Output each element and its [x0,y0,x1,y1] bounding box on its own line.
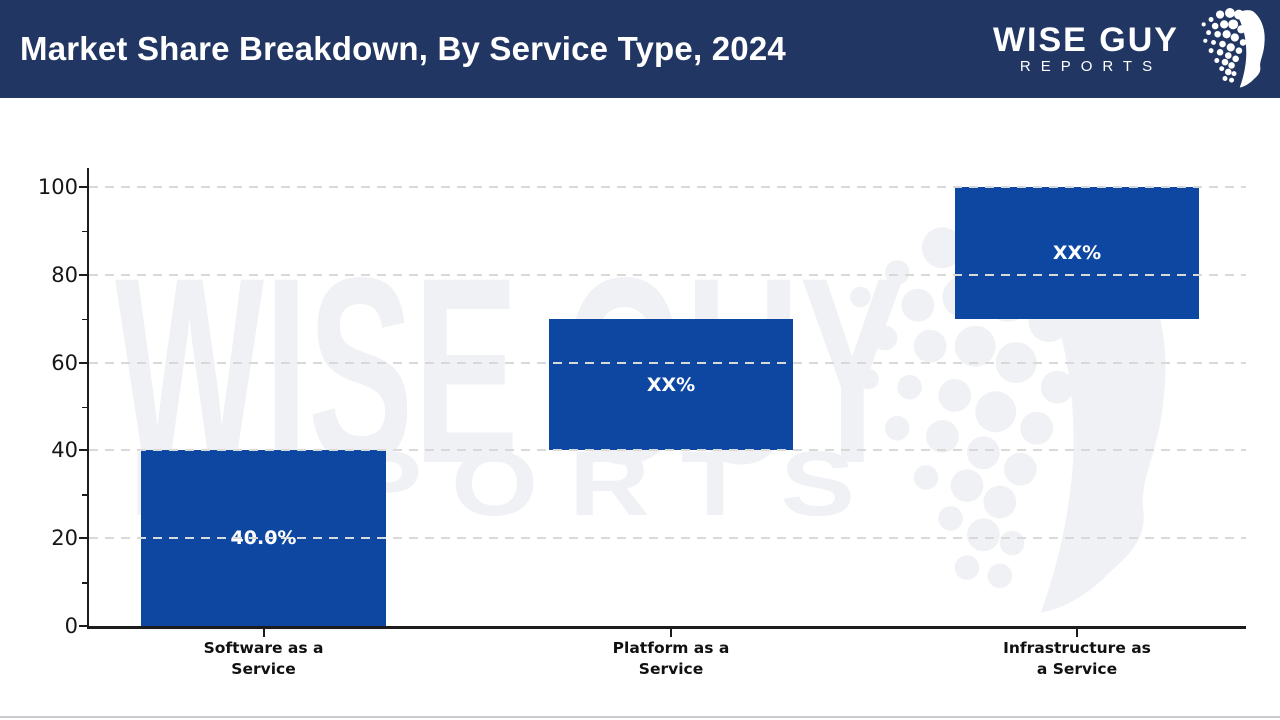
x-category-label: Infrastructure as a Service [957,638,1197,680]
gridline [89,537,1246,540]
logo-wordmark-sub: REPORTS [1019,58,1163,75]
y-tick-label: 20 [51,526,78,551]
y-minor-tick-mark [82,582,87,584]
x-category-label-line: Service [231,660,296,678]
x-tick-mark [670,628,672,637]
logo-face-icon [1201,8,1265,88]
y-tick-mark [79,186,87,188]
bottom-border [0,716,1280,718]
y-minor-tick-mark [82,494,87,496]
gridline [89,186,1246,188]
y-tick-label: 100 [37,175,78,199]
gridline [89,361,1246,364]
x-axis-line [87,626,1246,629]
y-tick-mark [79,361,87,364]
x-category-label: Platform as a Service [551,638,791,680]
x-category-label-line: a Service [1036,660,1118,678]
header-bar: Market Share Breakdown, By Service Type,… [0,0,1280,98]
bar: XX% [955,187,1199,319]
gridline [89,273,1246,276]
bar-value-label: XX% [646,373,696,396]
y-tick-mark [79,537,87,540]
y-axis-line [87,168,89,628]
x-tick-mark [1076,628,1078,637]
logo-wordmark-main: WISE GUY [992,21,1179,59]
x-category-label: Software as a Service [144,638,384,680]
x-category-label-line: Platform as a [612,639,730,657]
bar: XX% [549,318,793,451]
y-tick-mark [79,449,87,452]
x-category-label-line: Software as a [203,639,324,657]
y-tick-label: 0 [64,614,78,638]
y-tick-label: 80 [51,262,78,287]
page-title: Market Share Breakdown, By Service Type,… [20,30,786,67]
chart-area: WISE GUY R E P O R T S 40.0% XX% XX% 0 20 40 6… [0,98,1280,718]
y-tick-label: 40 [51,438,78,463]
logo-wordmark: WISE GUY REPORTS [993,22,1179,76]
y-minor-tick-mark [82,230,87,233]
x-category-label-line: Infrastructure as [1003,639,1151,657]
y-tick-mark [79,625,87,627]
gridline [89,449,1246,452]
y-tick-label: 60 [51,350,78,375]
bar-value-label: XX% [1052,241,1102,264]
y-minor-tick-mark [82,406,87,408]
x-tick-mark [262,628,265,637]
x-category-label-line: Service [638,660,704,678]
y-tick-mark [79,273,87,276]
y-minor-tick-mark [82,318,87,321]
brand-logo: WISE GUY REPORTS [993,0,1266,98]
